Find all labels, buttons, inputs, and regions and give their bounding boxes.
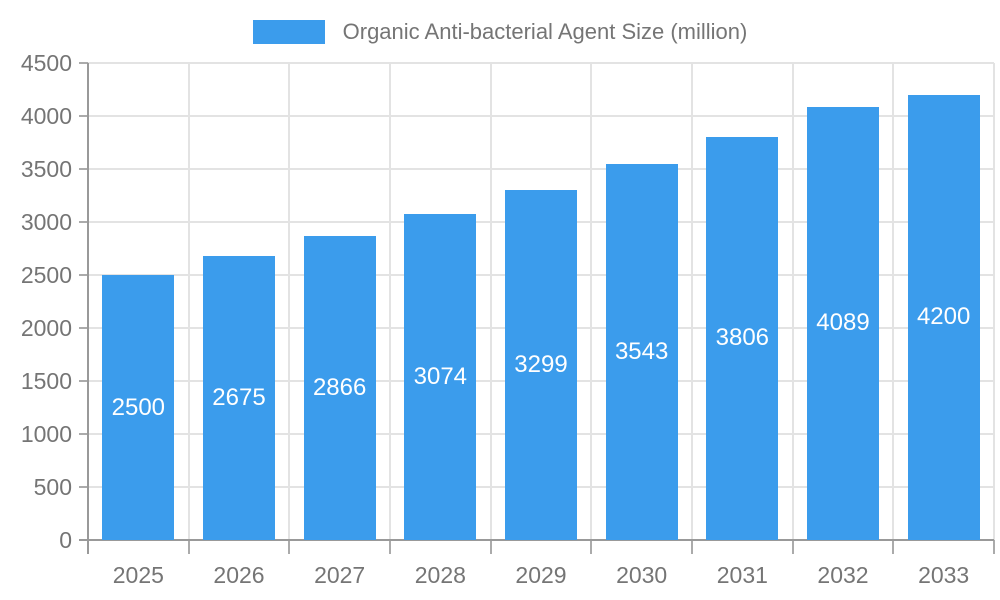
bar-value-label: 4200 — [916, 303, 971, 331]
bar-2026[interactable] — [203, 256, 275, 540]
y-tick — [79, 327, 88, 329]
y-axis-line — [87, 63, 89, 554]
legend-swatch — [252, 20, 325, 44]
x-axis-label: 2033 — [918, 562, 970, 588]
legend[interactable]: Organic Anti-bacterial Agent Size (milli… — [0, 16, 1000, 48]
y-axis-label: 1000 — [20, 421, 72, 447]
x-tick — [993, 540, 995, 554]
bar-value-label: 4089 — [816, 309, 870, 337]
bar-2027[interactable] — [303, 236, 376, 540]
y-tick — [79, 274, 88, 276]
bar-value-label: 2500 — [111, 393, 166, 421]
y-tick — [79, 380, 88, 382]
bar-value-label: 3543 — [614, 338, 669, 366]
y-tick — [79, 221, 88, 223]
x-axis-label: 2026 — [213, 562, 265, 588]
x-tick — [590, 540, 593, 554]
x-tick — [791, 540, 794, 554]
bar-value-label: 2675 — [212, 384, 266, 412]
x-axis-label: 2029 — [515, 562, 567, 588]
gridline-v — [187, 63, 190, 540]
gridline-h — [88, 115, 994, 117]
x-axis-label: 2025 — [112, 562, 164, 588]
x-axis-line — [79, 539, 994, 541]
y-axis-label: 4500 — [20, 50, 72, 76]
x-axis-label: 2031 — [716, 562, 768, 588]
y-axis-label: 0 — [59, 527, 72, 553]
bar-2030[interactable] — [605, 164, 678, 540]
x-tick — [691, 540, 693, 554]
x-tick — [187, 540, 190, 554]
gridline-h — [88, 168, 994, 170]
y-axis-label: 4000 — [20, 103, 72, 129]
bar-value-label: 3074 — [413, 363, 468, 391]
legend-label: Organic Anti-bacterial Agent Size (milli… — [342, 19, 748, 44]
bar-2028[interactable] — [404, 214, 477, 540]
y-axis-label: 3000 — [20, 209, 72, 235]
y-tick — [79, 486, 88, 488]
gridline-v — [993, 63, 995, 540]
y-tick — [79, 168, 88, 170]
x-axis-label: 2028 — [414, 562, 466, 588]
gridline-v — [892, 63, 895, 540]
gridline-v — [288, 63, 291, 540]
bar-2029[interactable] — [505, 190, 577, 540]
gridline-v — [590, 63, 593, 540]
y-tick — [79, 433, 88, 435]
y-axis-label: 500 — [33, 474, 72, 500]
bar-value-label: 3299 — [514, 351, 568, 379]
gridline-v — [489, 63, 492, 540]
y-tick — [79, 62, 88, 64]
x-tick — [489, 540, 492, 554]
gridline-v — [691, 63, 693, 540]
y-axis-label: 2500 — [20, 262, 72, 288]
gridline-v — [791, 63, 794, 540]
gridline-v — [389, 63, 391, 540]
bar-2032[interactable] — [807, 106, 879, 540]
bar-2025[interactable] — [102, 275, 175, 540]
y-axis-label: 2000 — [20, 315, 72, 341]
x-tick — [389, 540, 391, 554]
bar-value-label: 3806 — [715, 324, 770, 352]
x-axis-label: 2030 — [616, 562, 668, 588]
y-tick — [79, 115, 88, 117]
y-axis-label: 3500 — [20, 156, 72, 182]
y-axis-label: 1500 — [20, 368, 72, 394]
bar-value-label: 2866 — [312, 374, 367, 402]
gridline-h — [88, 62, 994, 64]
x-axis-label: 2032 — [817, 562, 869, 588]
x-tick — [892, 540, 895, 554]
x-axis-label: 2027 — [314, 562, 366, 588]
bar-2031[interactable] — [706, 136, 779, 540]
bar-2033[interactable] — [907, 94, 980, 540]
x-tick — [288, 540, 291, 554]
